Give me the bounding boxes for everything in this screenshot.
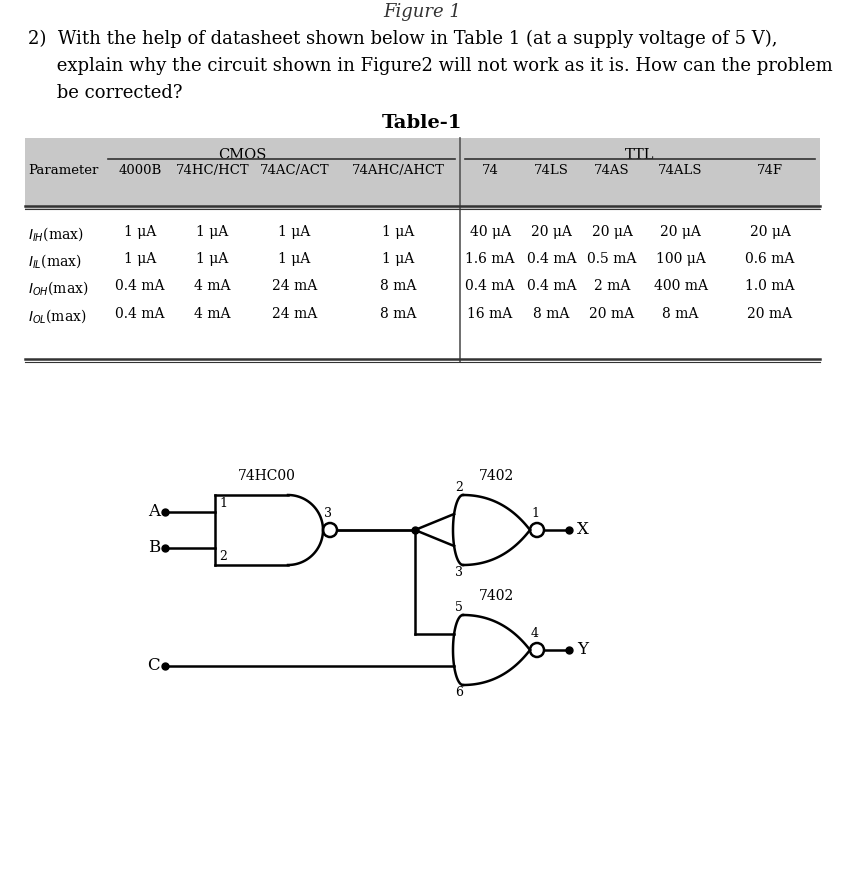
Text: 74LS: 74LS [534,164,569,177]
Text: $I_{IL}$(max): $I_{IL}$(max) [28,252,82,270]
Text: Table-1: Table-1 [381,114,463,132]
Text: 1 μA: 1 μA [124,225,156,239]
Text: 74AHC/AHCT: 74AHC/AHCT [352,164,445,177]
Bar [25,138,820,362]
Text: 1 μA: 1 μA [197,252,229,266]
Text: 4 mA: 4 mA [194,307,230,321]
Text: C: C [148,658,160,675]
Text: 74F: 74F [757,164,783,177]
Text: 1.6 mA: 1.6 mA [465,252,515,266]
Text: be corrected?: be corrected? [28,84,182,102]
Text: 0.5 mA: 0.5 mA [587,252,636,266]
Text: 5: 5 [455,601,463,614]
Text: 74: 74 [482,164,499,177]
Text: 24 mA: 24 mA [272,307,317,321]
Text: 8 mA: 8 mA [663,307,699,321]
Text: X: X [577,522,589,538]
Text: 1 μA: 1 μA [279,225,311,239]
Text: 2 mA: 2 mA [594,279,630,293]
Text: 400 mA: 400 mA [653,279,707,293]
Text: 8 mA: 8 mA [380,307,416,321]
Text: 6: 6 [455,686,463,699]
Text: 24 mA: 24 mA [272,279,317,293]
Text: 7402: 7402 [479,589,514,603]
Text: 20 μA: 20 μA [749,225,791,239]
Text: $I_{IH}$(max): $I_{IH}$(max) [28,225,84,243]
Text: TTL: TTL [625,148,655,162]
Text: 1.0 mA: 1.0 mA [745,279,795,293]
Text: 16 mA: 16 mA [468,307,512,321]
Text: 4 mA: 4 mA [194,279,230,293]
Text: Figure 1: Figure 1 [383,3,461,21]
Text: 100 μA: 100 μA [656,252,706,266]
Text: 1 μA: 1 μA [124,252,156,266]
Text: 3: 3 [324,507,332,520]
Text: A: A [148,504,160,521]
Text: 0.6 mA: 0.6 mA [745,252,795,266]
Bar [25,210,820,362]
Text: 0.4 mA: 0.4 mA [116,279,165,293]
Text: 0.4 mA: 0.4 mA [116,307,165,321]
Text: 1 μA: 1 μA [381,252,414,266]
Text: 20 μA: 20 μA [592,225,632,239]
Text: 4000B: 4000B [118,164,161,177]
Text: 1 μA: 1 μA [381,225,414,239]
Text: Parameter: Parameter [28,164,99,177]
Text: 4: 4 [531,627,539,640]
Text: 20 mA: 20 mA [589,307,635,321]
Text: $I_{OL}$(max): $I_{OL}$(max) [28,307,86,325]
Text: 74AC/ACT: 74AC/ACT [260,164,329,177]
Text: 1 μA: 1 μA [197,225,229,239]
Text: 2: 2 [455,481,463,494]
Text: 40 μA: 40 μA [469,225,511,239]
Text: 2)  With the help of datasheet shown below in Table 1 (at a supply voltage of 5 : 2) With the help of datasheet shown belo… [28,30,777,48]
Text: $I_{OH}$(max): $I_{OH}$(max) [28,279,89,296]
Text: 0.4 mA: 0.4 mA [527,279,576,293]
Text: 74HC/HCT: 74HC/HCT [176,164,249,177]
Text: 8 mA: 8 mA [533,307,570,321]
Text: 74ALS: 74ALS [658,164,703,177]
Text: B: B [148,539,160,556]
Text: 20 mA: 20 mA [748,307,793,321]
Text: 20 μA: 20 μA [531,225,572,239]
Text: Y: Y [577,642,588,659]
Text: 8 mA: 8 mA [380,279,416,293]
Text: 0.4 mA: 0.4 mA [527,252,576,266]
Text: 7402: 7402 [479,469,514,483]
Text: 1: 1 [531,507,539,520]
Text: 74AS: 74AS [594,164,630,177]
Text: CMOS: CMOS [219,148,267,162]
Text: 1: 1 [219,497,227,510]
Text: 20 μA: 20 μA [660,225,701,239]
Text: 2: 2 [219,550,227,563]
Text: 1 μA: 1 μA [279,252,311,266]
Text: explain why the circuit shown in Figure2 will not work as it is. How can the pro: explain why the circuit shown in Figure2… [28,57,833,75]
Text: 74HC00: 74HC00 [237,469,295,483]
Text: 0.4 mA: 0.4 mA [465,279,515,293]
Text: 3: 3 [455,566,463,579]
